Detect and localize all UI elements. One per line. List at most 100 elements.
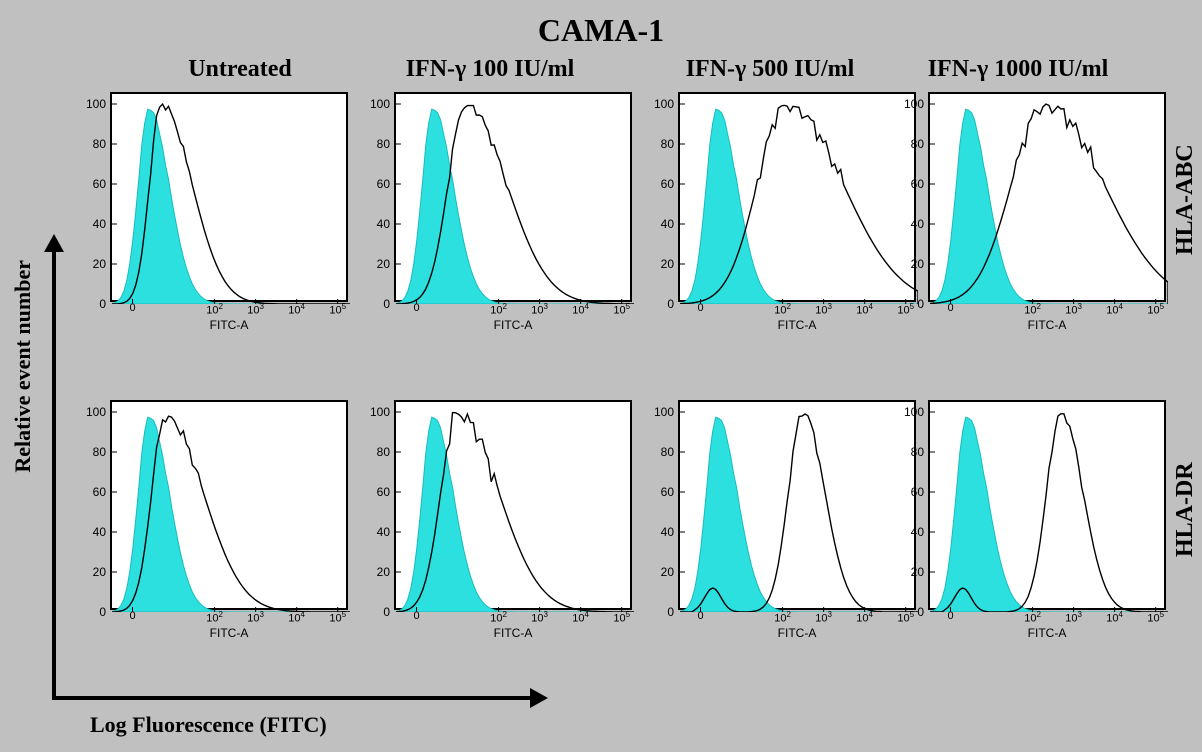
x-tick: 0 xyxy=(413,610,419,622)
column-header: IFN-γ 1000 IU/ml xyxy=(908,56,1128,83)
y-tick: 60 xyxy=(364,485,390,499)
x-tick: 102 xyxy=(774,610,791,625)
y-tick: 80 xyxy=(80,445,106,459)
y-tick: 0 xyxy=(648,605,674,619)
y-tick: 40 xyxy=(364,525,390,539)
plot-x-axis-label: FITC-A xyxy=(1028,318,1067,332)
x-axis-title: Log Fluorescence (FITC) xyxy=(90,712,327,738)
y-tick-labels: 020406080100 xyxy=(80,94,110,300)
figure-title: CAMA-1 xyxy=(0,12,1202,49)
y-tick: 40 xyxy=(898,217,924,231)
y-tick: 80 xyxy=(80,137,106,151)
y-tick: 80 xyxy=(648,445,674,459)
y-tick-labels: 020406080100 xyxy=(648,94,678,300)
y-tick: 60 xyxy=(80,177,106,191)
column-header: IFN-γ 100 IU/ml xyxy=(380,56,600,83)
column-header: IFN-γ 500 IU/ml xyxy=(660,56,880,83)
histogram-plot: 0204060801000102103104105FITC-A xyxy=(394,92,632,302)
histogram-svg xyxy=(930,402,1168,612)
y-tick: 60 xyxy=(898,485,924,499)
y-tick: 100 xyxy=(80,405,106,419)
y-tick-labels: 020406080100 xyxy=(898,94,928,300)
x-tick: 0 xyxy=(413,302,419,314)
y-tick: 0 xyxy=(898,605,924,619)
x-tick-labels: 0102103104105 xyxy=(680,302,914,318)
y-tick: 100 xyxy=(364,405,390,419)
histogram-svg xyxy=(680,94,918,304)
x-tick: 105 xyxy=(329,302,346,317)
y-tick: 80 xyxy=(898,445,924,459)
histogram-plot: 0204060801000102103104105FITC-A xyxy=(394,400,632,610)
y-axis-title: Relative event number xyxy=(10,260,36,473)
y-tick: 100 xyxy=(80,97,106,111)
x-tick: 102 xyxy=(490,302,507,317)
x-tick: 105 xyxy=(1147,610,1164,625)
x-tick: 104 xyxy=(288,610,305,625)
y-tick: 80 xyxy=(364,445,390,459)
x-tick: 103 xyxy=(815,610,832,625)
x-tick: 102 xyxy=(206,610,223,625)
y-tick: 60 xyxy=(364,177,390,191)
histogram-plot: 0204060801000102103104105FITC-A xyxy=(928,400,1166,610)
histogram-svg xyxy=(112,94,350,304)
plot-x-axis-label: FITC-A xyxy=(1028,626,1067,640)
histogram-svg xyxy=(112,402,350,612)
plot-x-axis-label: FITC-A xyxy=(494,626,533,640)
y-tick: 20 xyxy=(648,565,674,579)
x-tick: 103 xyxy=(1065,610,1082,625)
x-tick-labels: 0102103104105 xyxy=(112,610,346,626)
x-tick: 104 xyxy=(572,302,589,317)
x-tick: 104 xyxy=(856,302,873,317)
x-tick: 104 xyxy=(1106,302,1123,317)
x-tick-labels: 0102103104105 xyxy=(396,610,630,626)
x-axis-arrowhead xyxy=(530,688,548,708)
x-tick: 105 xyxy=(613,302,630,317)
x-tick-labels: 0102103104105 xyxy=(930,302,1164,318)
y-tick-labels: 020406080100 xyxy=(80,402,110,608)
y-tick: 100 xyxy=(648,97,674,111)
x-tick-labels: 0102103104105 xyxy=(680,610,914,626)
control-histogram xyxy=(680,109,918,304)
x-tick: 102 xyxy=(1024,302,1041,317)
y-tick-labels: 020406080100 xyxy=(898,402,928,608)
y-tick: 60 xyxy=(648,177,674,191)
y-axis-arrow xyxy=(52,250,56,700)
y-tick-labels: 020406080100 xyxy=(648,402,678,608)
y-tick: 40 xyxy=(898,525,924,539)
plot-x-axis-label: FITC-A xyxy=(210,626,249,640)
y-tick: 0 xyxy=(80,297,106,311)
plot-x-axis-label: FITC-A xyxy=(210,318,249,332)
x-tick: 105 xyxy=(329,610,346,625)
x-tick: 103 xyxy=(1065,302,1082,317)
y-tick: 20 xyxy=(898,565,924,579)
y-tick: 80 xyxy=(898,137,924,151)
x-tick: 103 xyxy=(247,302,264,317)
y-axis-arrowhead xyxy=(44,234,64,252)
histogram-plot: 0204060801000102103104105FITC-A xyxy=(678,92,916,302)
y-tick: 0 xyxy=(80,605,106,619)
column-header: Untreated xyxy=(130,56,350,83)
y-tick: 100 xyxy=(648,405,674,419)
control-histogram xyxy=(680,417,918,612)
histogram-plot: 0204060801000102103104105FITC-A xyxy=(110,400,348,610)
x-tick: 104 xyxy=(288,302,305,317)
row-label: HLA-DR xyxy=(1172,440,1199,580)
plot-x-axis-label: FITC-A xyxy=(778,626,817,640)
y-tick: 20 xyxy=(364,257,390,271)
y-tick: 0 xyxy=(364,605,390,619)
y-tick: 100 xyxy=(364,97,390,111)
y-tick: 60 xyxy=(80,485,106,499)
x-tick: 103 xyxy=(815,302,832,317)
y-tick: 0 xyxy=(898,297,924,311)
y-tick-labels: 020406080100 xyxy=(364,402,394,608)
x-tick: 102 xyxy=(206,302,223,317)
histogram-plot: 0204060801000102103104105FITC-A xyxy=(678,400,916,610)
histogram-plot: 0204060801000102103104105FITC-A xyxy=(928,92,1166,302)
histogram-svg xyxy=(396,402,634,612)
control-histogram xyxy=(112,417,350,612)
y-tick: 100 xyxy=(898,97,924,111)
x-tick-labels: 0102103104105 xyxy=(396,302,630,318)
x-tick: 0 xyxy=(947,610,953,622)
control-histogram xyxy=(930,417,1168,612)
y-tick: 40 xyxy=(364,217,390,231)
